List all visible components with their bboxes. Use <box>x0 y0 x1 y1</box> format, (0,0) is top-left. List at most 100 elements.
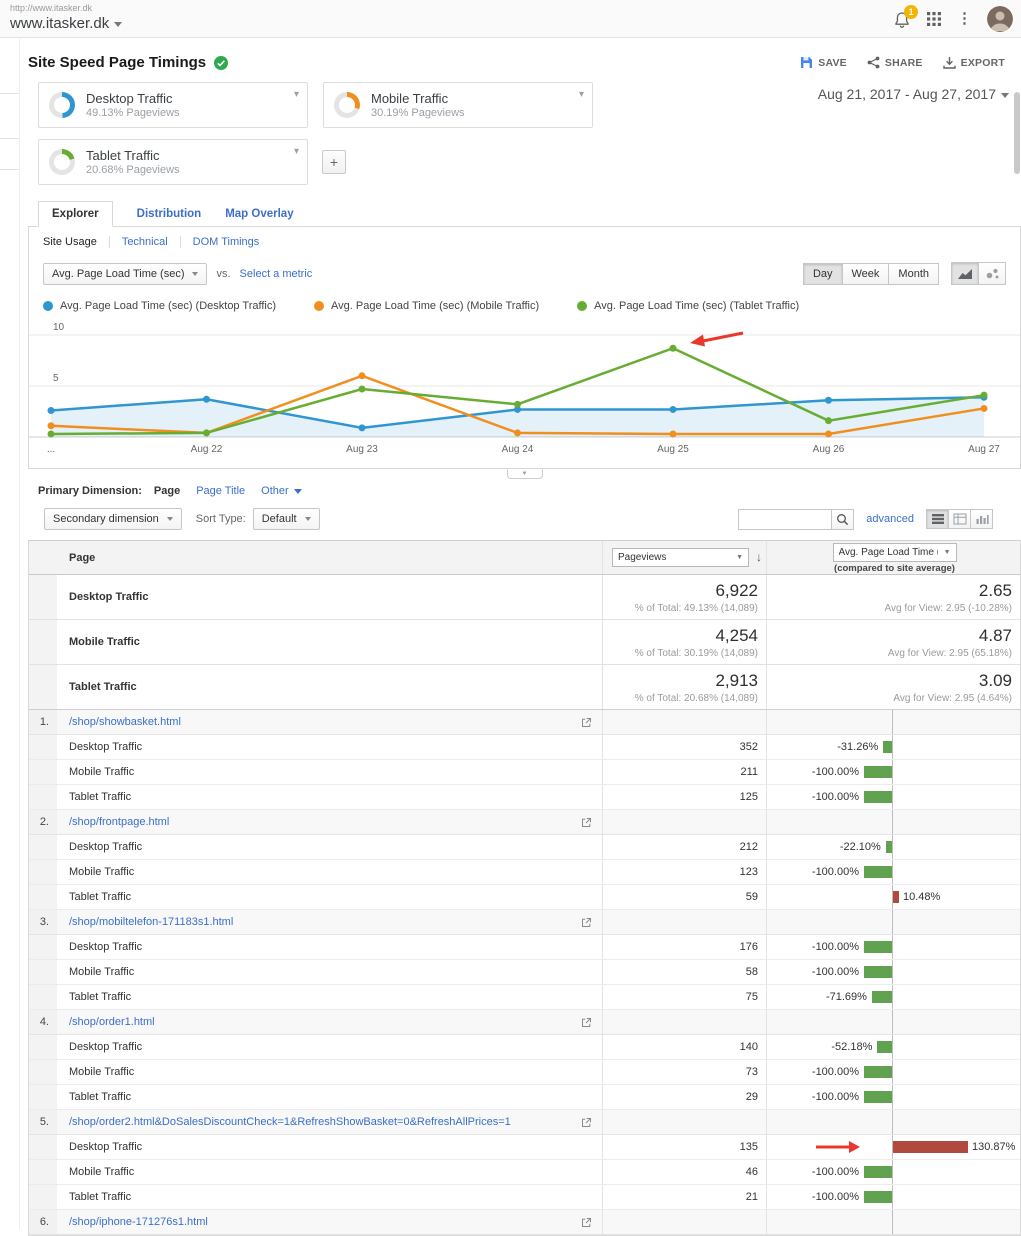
row-index-cell <box>29 1185 57 1209</box>
delta-cell: -100.00% <box>766 760 1021 784</box>
segment-row-label: Desktop Traffic <box>69 1141 143 1153</box>
timeseries-chart: ... Aug 22 Aug 23 Aug 24 Aug 25 Aug 26 Aug 27 … <box>29 319 1020 460</box>
column-header-page[interactable]: Page <box>69 551 96 564</box>
segment-card-tablet-traffic[interactable]: Tablet Traffic 20.68% Pageviews ▾ <box>38 139 308 185</box>
subtab-dom-timings[interactable]: DOM Timings <box>179 236 272 248</box>
add-segment-button[interactable]: + <box>322 150 346 174</box>
chevron-down-icon <box>114 21 123 27</box>
search-input[interactable] <box>738 508 833 530</box>
granularity-day[interactable]: Day <box>802 262 843 285</box>
bar-view-button[interactable] <box>970 509 993 529</box>
dropdown-arrow-icon: ▼ <box>736 554 743 561</box>
chart-canvas <box>29 331 1020 438</box>
primary-dimension-page-title[interactable]: Page Title <box>196 485 246 497</box>
table-row-tablet-traffic: Tablet Traffic 59 10.48% <box>29 885 1020 910</box>
pageviews-total: 2,913 <box>715 671 758 690</box>
table-row-tablet-traffic: Tablet Traffic 21 -100.00% <box>29 1185 1020 1210</box>
pageviews-cell <box>602 810 766 834</box>
pageviews-value: 211 <box>602 760 766 784</box>
vs-label: vs. <box>216 267 231 280</box>
page-url-link[interactable]: /shop/showbasket.html <box>69 716 181 728</box>
granularity-week[interactable]: Week <box>841 262 890 285</box>
external-link-icon[interactable] <box>581 917 592 928</box>
avatar[interactable] <box>987 6 1013 32</box>
delta-bar <box>864 941 892 953</box>
metric-column-note: (compared to site average) <box>834 563 955 574</box>
delta-cell <box>766 1010 1021 1034</box>
legend-item: Avg. Page Load Time (sec) (Desktop Traff… <box>43 300 276 312</box>
chevron-down-icon[interactable]: ▾ <box>578 89 584 100</box>
page-url-link[interactable]: /shop/frontpage.html <box>69 816 170 828</box>
primary-dimension-other[interactable]: Other <box>261 485 302 497</box>
external-link-icon[interactable] <box>581 1117 592 1128</box>
chevron-down-icon[interactable]: ▾ <box>293 146 299 157</box>
tab-map-overlay[interactable]: Map Overlay <box>225 208 294 220</box>
segment-row-label: Desktop Traffic <box>69 1041 143 1053</box>
delta-value: -100.00% <box>811 866 859 878</box>
chevron-down-icon[interactable]: ▾ <box>293 89 299 100</box>
granularity-month[interactable]: Month <box>888 262 939 285</box>
row-index-cell <box>29 1085 57 1109</box>
pageviews-value: 125 <box>602 785 766 809</box>
segment-row-label: Desktop Traffic <box>69 941 143 953</box>
metric-dropdown[interactable]: Avg. Page Load Time (sec) <box>43 262 208 285</box>
segment-detail: 49.13% Pageviews <box>86 107 180 119</box>
metric-column-dropdown[interactable]: Avg. Page Load Time (sec)▼ <box>832 543 957 562</box>
sort-type-dropdown[interactable]: Default <box>252 508 320 530</box>
segment-row-label: Mobile Traffic <box>69 1066 135 1078</box>
granularity-toggle: Day Week Month <box>802 262 939 285</box>
pageviews-cell <box>602 1210 766 1234</box>
advanced-search-link[interactable]: advanced <box>866 513 914 525</box>
pageviews-column-dropdown[interactable]: Pageviews ▼ <box>612 548 749 567</box>
delta-axis <box>892 785 893 809</box>
page-url-link[interactable]: /shop/order1.html <box>69 1016 155 1028</box>
account-selector[interactable]: www.itasker.dk <box>10 15 123 32</box>
notifications-button[interactable]: 1 <box>893 4 918 29</box>
chart-collapse-tab[interactable]: ▼ <box>506 469 543 479</box>
pageviews-cell <box>602 710 766 734</box>
sort-descending-icon[interactable]: ↓ <box>756 550 762 564</box>
segment-card-desktop-traffic[interactable]: Desktop Traffic 49.13% Pageviews ▾ <box>38 82 308 128</box>
table-row-tablet-traffic: Tablet Traffic 75 -71.69% <box>29 985 1020 1010</box>
row-index-cell <box>29 860 57 884</box>
save-button[interactable]: SAVE <box>800 56 847 69</box>
page-url-link[interactable]: /shop/iphone-171276s1.html <box>69 1216 208 1228</box>
line-chart-view-button[interactable] <box>951 262 979 285</box>
search-button[interactable] <box>831 508 855 530</box>
collapsed-sidebar[interactable] <box>0 38 20 1229</box>
delta-bar <box>864 766 892 778</box>
delta-axis <box>892 1185 893 1209</box>
apps-grid-button[interactable] <box>926 11 942 27</box>
segment-card-mobile-traffic[interactable]: Mobile Traffic 30.19% Pageviews ▾ <box>323 82 593 128</box>
external-link-icon[interactable] <box>581 717 592 728</box>
date-range-selector[interactable]: Aug 21, 2017 - Aug 27, 2017 <box>818 86 1009 102</box>
export-button[interactable]: EXPORT <box>942 56 1005 69</box>
legend-dot-icon <box>314 301 325 311</box>
external-link-icon[interactable] <box>581 1217 592 1228</box>
motion-chart-view-button[interactable] <box>978 262 1006 285</box>
tab-explorer[interactable]: Explorer <box>38 201 113 227</box>
legend-label: Avg. Page Load Time (sec) (Mobile Traffi… <box>331 300 540 312</box>
page-url-link[interactable]: /shop/order2.html&DoSalesDiscountCheck=1… <box>69 1116 511 1128</box>
secondary-dimension-dropdown[interactable]: Secondary dimension <box>44 508 182 530</box>
external-link-icon[interactable] <box>581 1017 592 1028</box>
tab-distribution[interactable]: Distribution <box>136 208 202 220</box>
delta-value: -100.00% <box>811 1066 859 1078</box>
primary-dimension-page[interactable]: Page <box>153 485 181 497</box>
row-index: 2. <box>29 810 57 834</box>
page-url-link[interactable]: /shop/mobiltelefon-171183s1.html <box>69 916 234 928</box>
subtab-technical[interactable]: Technical <box>108 236 180 248</box>
scrollbar-thumb[interactable] <box>1014 92 1020 174</box>
table-view-button[interactable] <box>926 509 949 529</box>
table-header-row: Page Pageviews▼ ↓ Avg. Page Load Time (sec)… <box>29 541 1020 575</box>
share-button[interactable]: SHARE <box>867 56 923 69</box>
select-metric-link[interactable]: Select a metric <box>239 267 313 280</box>
delta-value: -100.00% <box>811 766 859 778</box>
more-options-button[interactable]: ⋮ <box>957 6 972 32</box>
subtab-site-usage[interactable]: Site Usage <box>43 236 97 248</box>
delta-bar <box>864 866 892 878</box>
delta-axis <box>892 960 893 984</box>
table-row-desktop-traffic: Desktop Traffic 140 -52.18% <box>29 1035 1020 1060</box>
pivot-view-button[interactable] <box>948 509 971 529</box>
external-link-icon[interactable] <box>581 817 592 828</box>
